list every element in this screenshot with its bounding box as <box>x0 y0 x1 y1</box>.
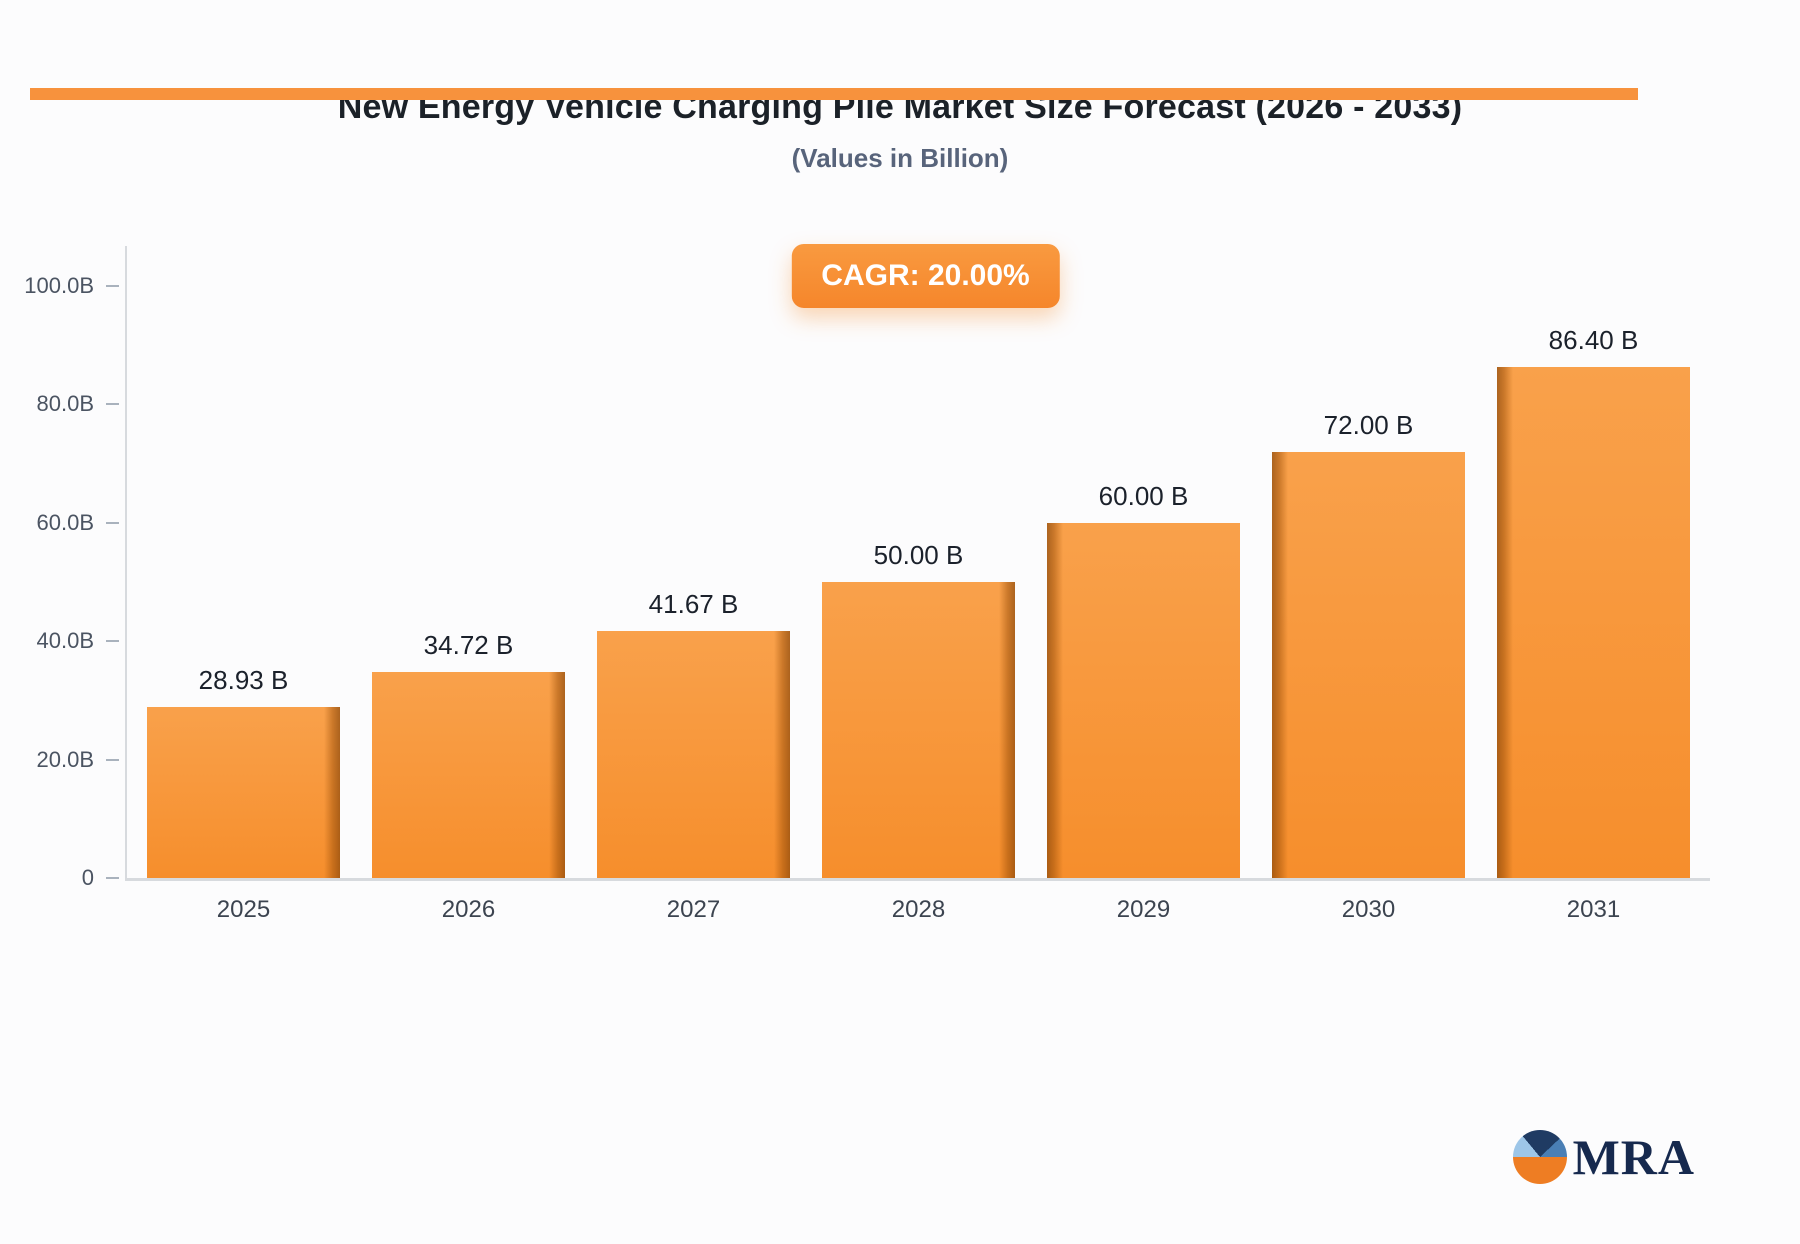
y-tick-mark <box>106 285 119 287</box>
mra-logo-text: MRA <box>1572 1129 1695 1185</box>
bar-value-label: 41.67 B <box>648 589 739 620</box>
bar-2031 <box>1496 366 1691 879</box>
bar-value-label: 50.00 B <box>873 540 964 570</box>
y-axis-line <box>125 246 127 878</box>
bar-value-label: 34.72 B <box>423 630 514 661</box>
y-tick: 100.0B <box>16 273 125 299</box>
y-tick: 60.0B <box>16 510 125 536</box>
bar-group-2031: 86.40 B 2031 <box>1481 286 1706 923</box>
x-axis-label: 2030 <box>1341 896 1396 923</box>
bar-2029 <box>1046 522 1241 879</box>
bar-group-2028: 50.00 B 2028 <box>806 286 1031 923</box>
y-tick-label: 80.0B <box>36 391 95 417</box>
y-tick: 0 <box>16 865 125 891</box>
y-tick-mark <box>106 640 119 643</box>
bar-chart: CAGR: 20.00% 100.0B 80.0B 60.0B 40.0B 20.0B 0… <box>24 244 1710 923</box>
bar-2030 <box>1271 451 1466 879</box>
x-axis-label: 2029 <box>1116 896 1171 923</box>
x-axis-label: 2031 <box>1566 896 1621 923</box>
y-tick-label: 40.0B <box>36 628 95 654</box>
x-axis-label: 2026 <box>441 896 496 923</box>
y-tick-mark <box>106 521 119 524</box>
plot-area: 100.0B 80.0B 60.0B 40.0B 20.0B 0 28.93 B 2025 3… <box>24 246 1710 923</box>
y-tick-label: 60.0B <box>36 509 95 535</box>
y-tick: 20.0B <box>16 747 125 773</box>
chart-subtitle: (Values in Billion) <box>791 143 1009 173</box>
bar-value-label: 72.00 B <box>1323 409 1414 440</box>
y-tick-mark <box>106 758 119 761</box>
bar-group-2025: 28.93 B 2025 <box>131 286 356 923</box>
y-tick-mark <box>106 877 119 879</box>
y-tick: 40.0B <box>16 628 125 654</box>
bar-2025 <box>146 706 341 879</box>
bar-group-2027: 41.67 B 2027 <box>581 286 806 923</box>
mra-logo: MRA <box>1512 1128 1695 1186</box>
bar-2027 <box>596 631 791 878</box>
x-axis-label: 2025 <box>216 896 271 923</box>
bar-2026 <box>371 672 566 878</box>
y-tick-label: 0 <box>81 865 94 890</box>
cagr-badge-label: CAGR: 20.00% <box>821 259 1030 292</box>
y-tick: 80.0B <box>16 391 125 417</box>
bar-group-2029: 60.00 B 2029 <box>1031 286 1256 923</box>
top-accent-bar <box>30 88 1638 100</box>
bar-value-label: 60.00 B <box>1098 480 1189 511</box>
x-axis-label: 2027 <box>666 896 721 923</box>
bar-2028 <box>821 582 1016 878</box>
bar-group-2030: 72.00 B 2030 <box>1256 286 1481 923</box>
x-axis-label: 2028 <box>891 896 946 923</box>
y-tick-label: 20.0B <box>36 746 95 772</box>
bar-value-label: 86.40 B <box>1548 324 1639 355</box>
y-tick-mark <box>106 403 119 406</box>
mra-logo-icon <box>1512 1130 1567 1184</box>
y-tick-label: 100.0B <box>24 273 94 298</box>
bar-value-label: 28.93 B <box>198 664 289 695</box>
cagr-badge: CAGR: 20.00% <box>791 244 1060 308</box>
bar-group-2026: 34.72 B 2026 <box>356 286 581 923</box>
bar-series: 28.93 B 2025 34.72 B 2026 41.67 B 2027 50.00 B… <box>127 286 1710 923</box>
